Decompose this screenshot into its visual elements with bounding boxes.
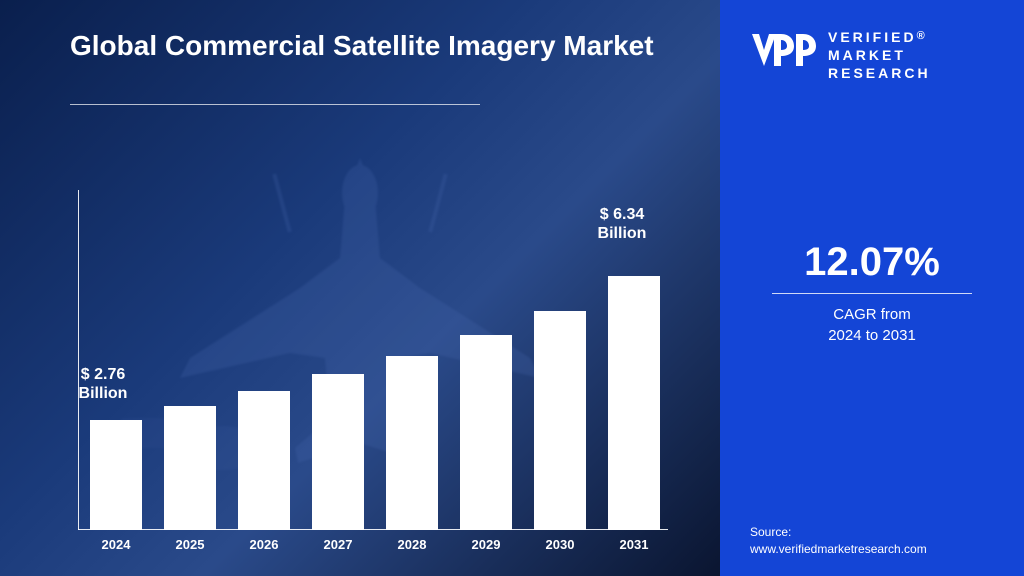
source-citation: Source: www.verifiedmarketresearch.com <box>750 524 927 558</box>
bar-2029: 2029 <box>460 335 512 530</box>
bar-2025: 2025 <box>164 406 216 530</box>
bar-rect <box>164 406 216 530</box>
bar-2027: 2027 <box>312 374 364 530</box>
bar-category-label: 2026 <box>250 537 279 552</box>
title-underline <box>70 104 480 105</box>
chart-panel: Global Commercial Satellite Imagery Mark… <box>0 0 720 576</box>
cagr-underline <box>772 293 972 294</box>
bar-rect <box>238 391 290 530</box>
y-axis <box>78 190 79 530</box>
bar-category-label: 2030 <box>546 537 575 552</box>
bar-category-label: 2031 <box>620 537 649 552</box>
cagr-block: 12.07% CAGR from 2024 to 2031 <box>720 240 1024 346</box>
bars-container: 2024 2025 2026 2027 2028 2029 2030 2031 <box>90 190 670 530</box>
logo-mark-icon <box>750 28 818 72</box>
bar-category-label: 2028 <box>398 537 427 552</box>
bar-chart: $ 2.76 Billion $ 6.34 Billion 2024202520… <box>60 178 680 558</box>
cagr-description: CAGR from 2024 to 2031 <box>720 304 1024 346</box>
bar-category-label: 2027 <box>324 537 353 552</box>
bar-2030: 2030 <box>534 311 586 530</box>
bar-rect <box>312 374 364 530</box>
bar-category-label: 2025 <box>176 537 205 552</box>
bar-rect <box>90 420 142 530</box>
brand-logo: VERIFIED® MARKET RESEARCH <box>750 28 1004 83</box>
bar-category-label: 2029 <box>472 537 501 552</box>
bar-rect <box>534 311 586 530</box>
sidebar-panel: VERIFIED® MARKET RESEARCH 12.07% CAGR fr… <box>720 0 1024 576</box>
bar-2031: 2031 <box>608 276 660 530</box>
bar-rect <box>386 356 438 530</box>
bar-rect <box>608 276 660 530</box>
bar-rect <box>460 335 512 530</box>
bar-2024: 2024 <box>90 420 142 530</box>
brand-text: VERIFIED® MARKET RESEARCH <box>828 28 931 83</box>
bar-2026: 2026 <box>238 391 290 530</box>
bar-category-label: 2024 <box>102 537 131 552</box>
cagr-value: 12.07% <box>720 240 1024 285</box>
bar-2028: 2028 <box>386 356 438 530</box>
chart-title: Global Commercial Satellite Imagery Mark… <box>70 28 654 63</box>
